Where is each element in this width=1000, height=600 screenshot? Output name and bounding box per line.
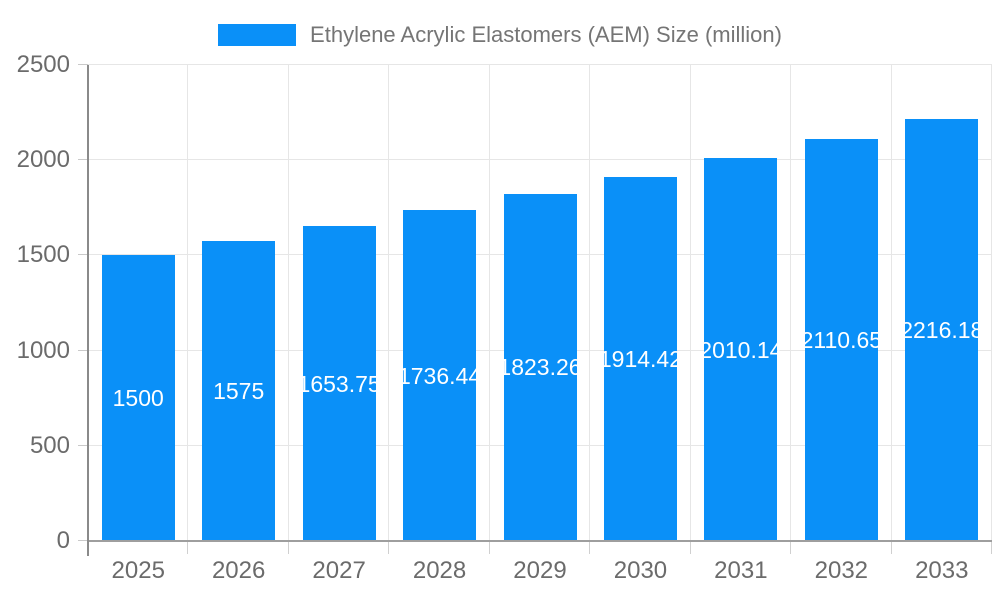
horizontal-gridline: [88, 64, 992, 65]
plot-area: 1500 1575 1653.75 1736.44 1823.26 1914.42 2010…: [88, 64, 992, 541]
y-axis-label: 500: [29, 431, 70, 459]
bar-value-label: 2216.18: [900, 317, 984, 344]
legend-label: Ethylene Acrylic Elastomers (AEM) Size (…: [310, 22, 782, 47]
y-axis-label: 2000: [16, 146, 70, 174]
y-axis-tick: [78, 444, 88, 446]
vertical-gridline: [388, 65, 390, 541]
x-axis-label: 2030: [613, 557, 668, 584]
x-axis-tick: [890, 542, 892, 554]
bar-value-label: 2110.65: [800, 327, 883, 354]
bar[interactable]: [302, 226, 376, 541]
y-axis-tick: [78, 159, 88, 161]
vertical-gridline: [890, 65, 892, 541]
bar[interactable]: [101, 255, 175, 541]
x-axis-tick: [287, 542, 289, 554]
bar[interactable]: [503, 193, 577, 541]
x-axis-tick: [790, 542, 792, 554]
vertical-gridline: [488, 65, 490, 541]
y-axis-tick: [78, 64, 88, 65]
x-axis-tick: [388, 542, 390, 554]
bar-value-label: 1500: [112, 385, 164, 412]
bar-value-label: 1914.42: [598, 345, 683, 372]
bar[interactable]: [403, 210, 477, 541]
bar-value-label: 2010.14: [699, 336, 783, 363]
x-axis-label: 2033: [915, 557, 969, 584]
bar[interactable]: [804, 139, 878, 541]
y-axis-label: 1500: [16, 241, 70, 269]
x-axis-label: 2026: [211, 557, 266, 584]
y-axis-line: [87, 65, 89, 556]
x-axis-tick: [187, 542, 189, 554]
x-axis-tick: [689, 542, 691, 554]
bar[interactable]: [905, 119, 979, 541]
x-axis-label: 2027: [312, 557, 366, 584]
bar[interactable]: [603, 176, 677, 541]
bar-value-label: 1653.75: [297, 370, 381, 397]
bar-value-label: 1575: [213, 378, 265, 405]
legend-swatch: [218, 24, 297, 46]
y-axis-tick: [78, 540, 88, 541]
x-axis-label: 2025: [111, 557, 165, 584]
bar[interactable]: [704, 158, 778, 541]
legend[interactable]: Ethylene Acrylic Elastomers (AEM) Size (…: [0, 22, 1000, 48]
x-axis-label: 2029: [513, 557, 567, 584]
x-axis-tick: [991, 542, 992, 554]
horizontal-gridline: [88, 159, 992, 161]
bar-value-label: 1736.44: [397, 362, 482, 389]
vertical-gridline: [589, 65, 591, 541]
bar-value-label: 1823.26: [498, 354, 582, 381]
y-axis-label: 1000: [16, 336, 70, 364]
vertical-gridline: [689, 65, 691, 541]
x-axis-label: 2028: [412, 557, 467, 584]
y-axis-tick: [78, 349, 88, 351]
x-axis-label: 2031: [714, 557, 768, 584]
bar[interactable]: [202, 241, 276, 541]
vertical-gridline: [790, 65, 792, 541]
x-axis-line: [87, 540, 992, 542]
vertical-gridline: [287, 65, 289, 541]
vertical-gridline: [187, 65, 189, 541]
x-axis-tick: [589, 542, 591, 554]
y-axis-label: 0: [56, 527, 70, 554]
vertical-gridline: [991, 65, 992, 541]
y-axis-tick: [78, 254, 88, 256]
y-axis-label: 2500: [16, 51, 70, 78]
x-axis-label: 2032: [814, 557, 869, 584]
x-axis-tick: [488, 542, 490, 554]
